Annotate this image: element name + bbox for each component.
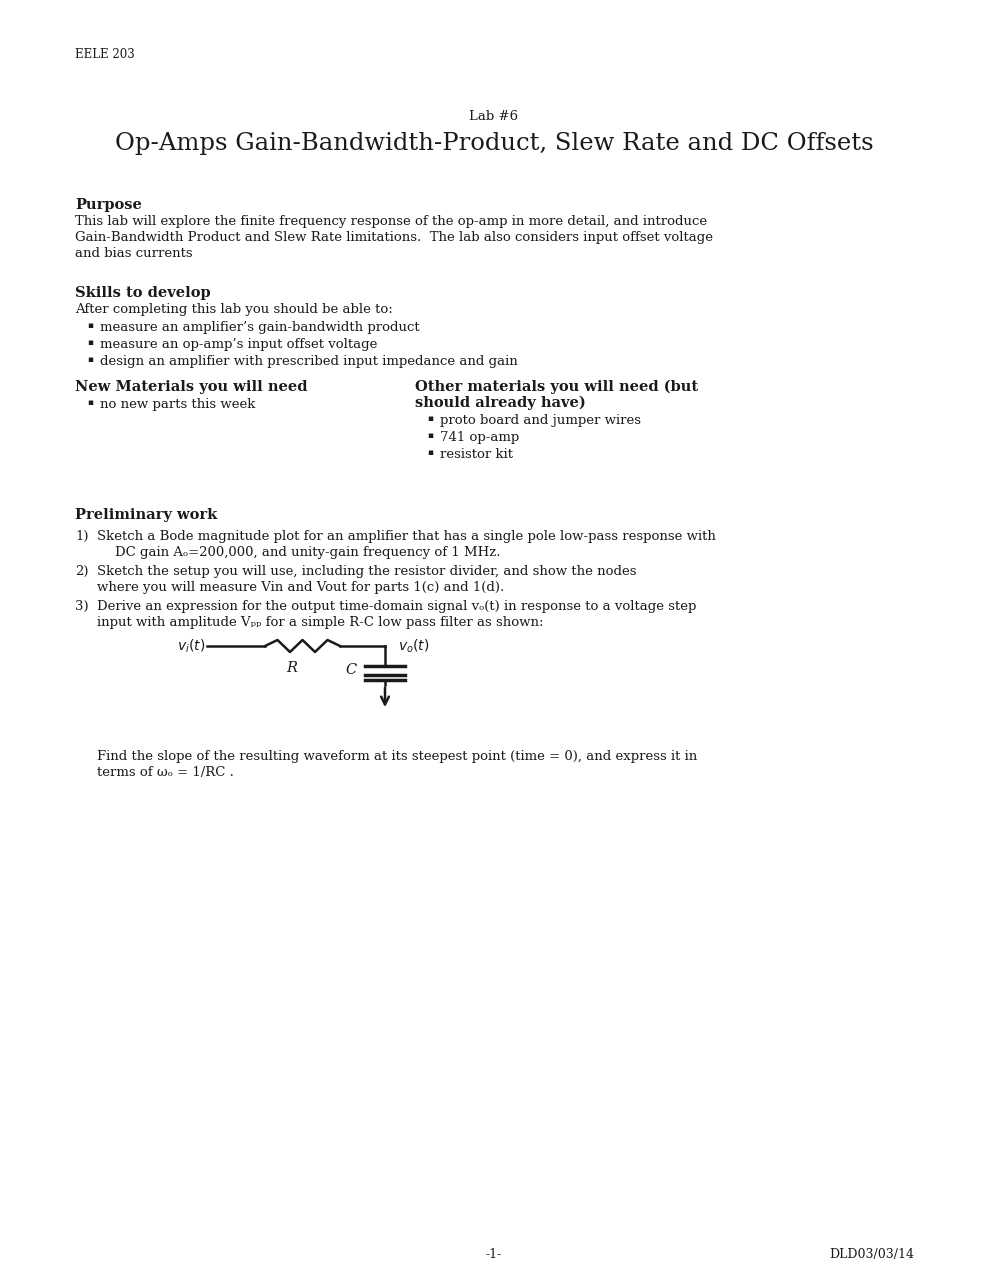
Text: resistor kit: resistor kit: [440, 448, 513, 461]
Text: DLD03/03/14: DLD03/03/14: [829, 1248, 914, 1261]
Text: where you will measure Vin and Vout for parts 1(c) and 1(d).: where you will measure Vin and Vout for …: [97, 581, 504, 594]
Text: measure an amplifier’s gain-bandwidth product: measure an amplifier’s gain-bandwidth pr…: [100, 321, 419, 334]
Text: 2): 2): [75, 564, 88, 579]
Text: Skills to develop: Skills to develop: [75, 285, 211, 300]
Text: Sketch the setup you will use, including the resistor divider, and show the node: Sketch the setup you will use, including…: [97, 564, 637, 579]
Text: $v_i(t)$: $v_i(t)$: [177, 637, 205, 654]
Text: proto board and jumper wires: proto board and jumper wires: [440, 413, 641, 428]
Text: After completing this lab you should be able to:: After completing this lab you should be …: [75, 303, 393, 316]
Text: Preliminary work: Preliminary work: [75, 508, 218, 522]
Text: terms of ωₒ = 1/RC .: terms of ωₒ = 1/RC .: [97, 765, 233, 780]
Text: 741 op-amp: 741 op-amp: [440, 431, 519, 444]
Text: Derive an expression for the output time-domain signal vₒ(t) in response to a vo: Derive an expression for the output time…: [97, 600, 696, 613]
Text: ▪: ▪: [87, 355, 93, 364]
Text: 1): 1): [75, 530, 88, 543]
Text: DC gain Aₒ=200,000, and unity-gain frequency of 1 MHz.: DC gain Aₒ=200,000, and unity-gain frequ…: [115, 547, 500, 559]
Text: EELE 203: EELE 203: [75, 47, 135, 61]
Text: input with amplitude Vₚₚ for a simple R-C low pass filter as shown:: input with amplitude Vₚₚ for a simple R-…: [97, 616, 544, 628]
Text: This lab will explore the finite frequency response of the op-amp in more detail: This lab will explore the finite frequen…: [75, 215, 707, 228]
Text: no new parts this week: no new parts this week: [100, 398, 255, 411]
Text: Other materials you will need (but: Other materials you will need (but: [415, 380, 698, 394]
Text: and bias currents: and bias currents: [75, 247, 193, 260]
Text: ▪: ▪: [87, 338, 93, 347]
Text: R: R: [286, 660, 297, 675]
Text: measure an op-amp’s input offset voltage: measure an op-amp’s input offset voltage: [100, 338, 378, 351]
Text: Purpose: Purpose: [75, 198, 141, 212]
Text: 3): 3): [75, 600, 89, 613]
Text: Lab #6: Lab #6: [470, 110, 518, 123]
Text: ▪: ▪: [87, 398, 93, 407]
Text: New Materials you will need: New Materials you will need: [75, 380, 308, 394]
Text: -1-: -1-: [486, 1248, 502, 1261]
Text: should already have): should already have): [415, 396, 585, 411]
Text: $v_o(t)$: $v_o(t)$: [398, 637, 429, 654]
Text: Op-Amps Gain-Bandwidth-Product, Slew Rate and DC Offsets: Op-Amps Gain-Bandwidth-Product, Slew Rat…: [115, 132, 873, 155]
Text: ▪: ▪: [87, 321, 93, 330]
Text: design an amplifier with prescribed input impedance and gain: design an amplifier with prescribed inpu…: [100, 355, 518, 369]
Text: ▪: ▪: [427, 431, 433, 440]
Text: ▪: ▪: [427, 448, 433, 457]
Text: Gain-Bandwidth Product and Slew Rate limitations.  The lab also considers input : Gain-Bandwidth Product and Slew Rate lim…: [75, 230, 713, 244]
Text: ▪: ▪: [427, 413, 433, 422]
Text: Find the slope of the resulting waveform at its steepest point (time = 0), and e: Find the slope of the resulting waveform…: [97, 750, 697, 763]
Text: C: C: [346, 663, 357, 677]
Text: Sketch a Bode magnitude plot for an amplifier that has a single pole low-pass re: Sketch a Bode magnitude plot for an ampl…: [97, 530, 716, 543]
